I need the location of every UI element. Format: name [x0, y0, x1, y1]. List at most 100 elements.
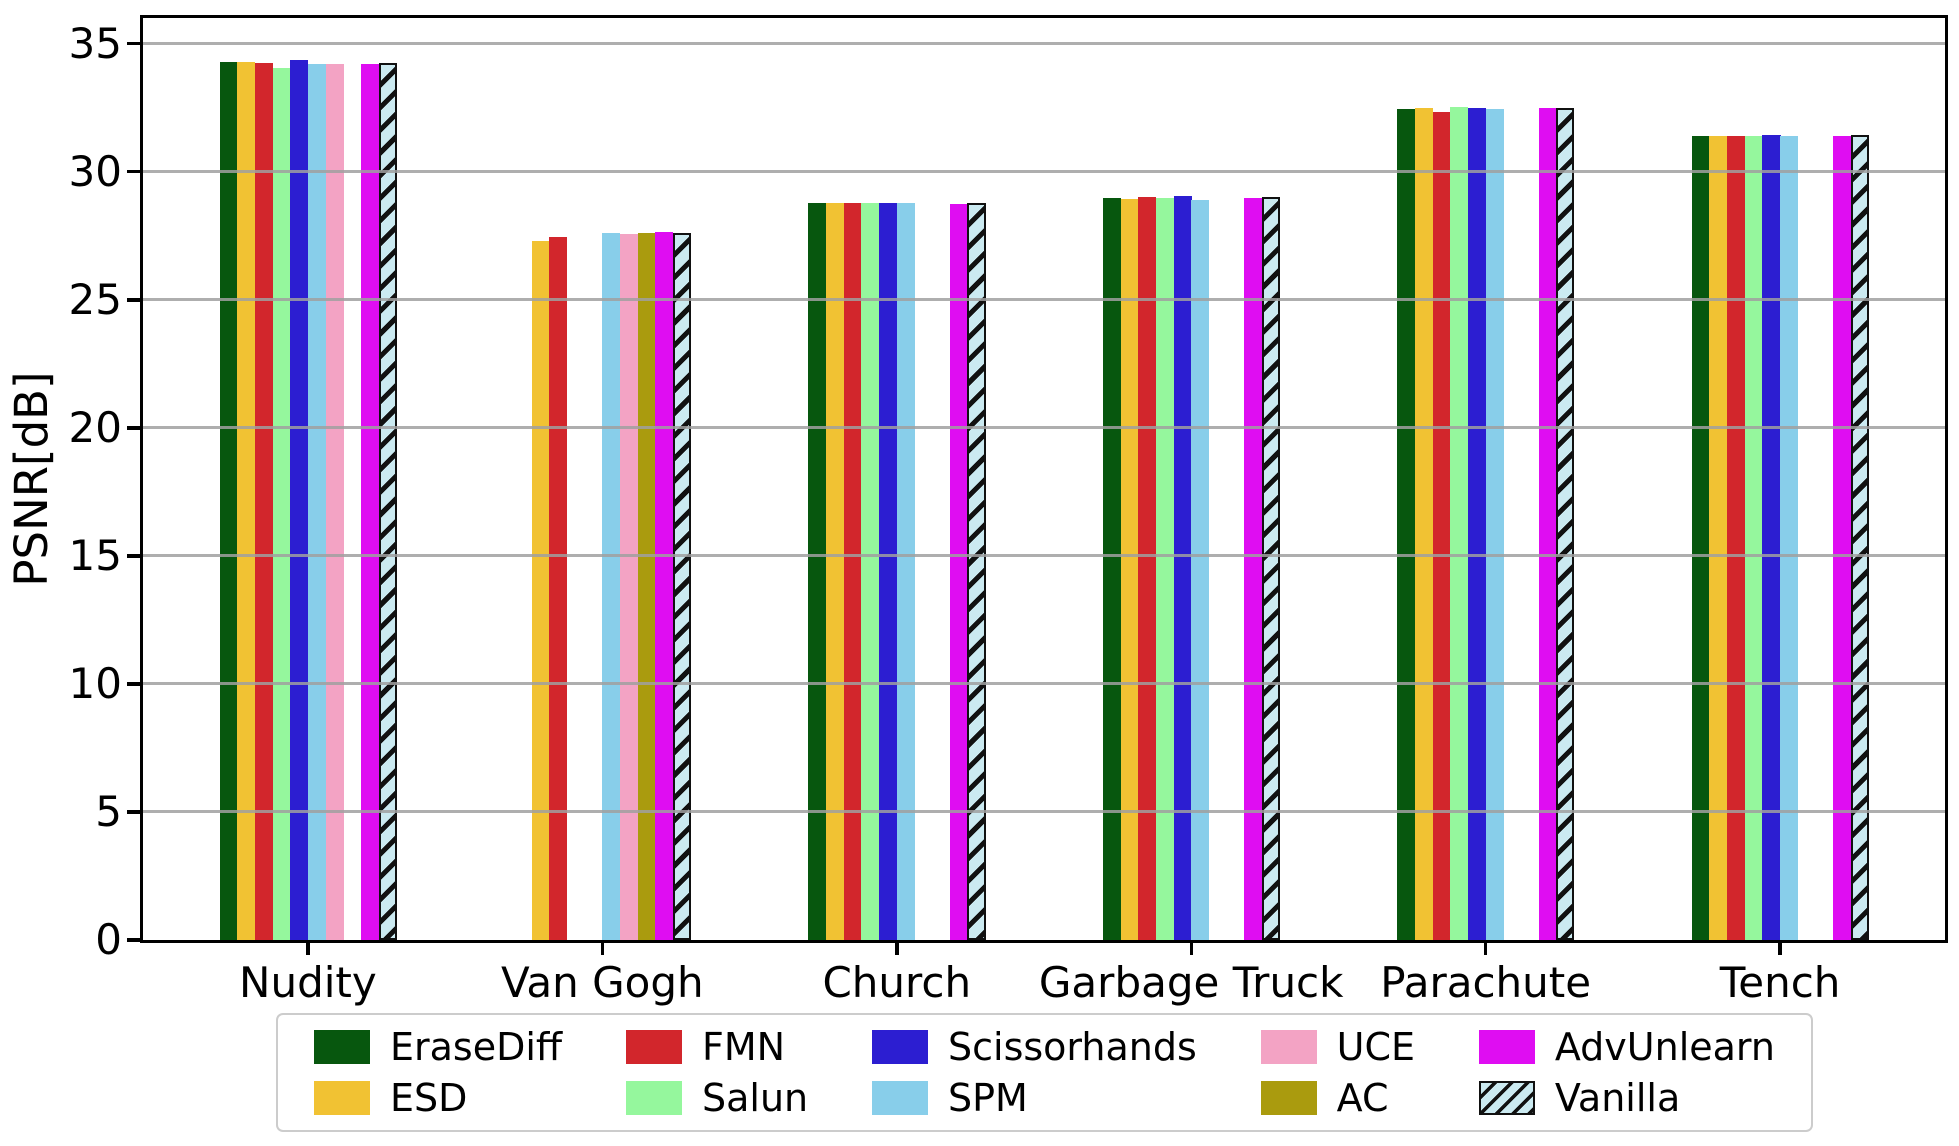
y-axis-title: PSNR[dB]: [5, 371, 58, 587]
gridline-y-10: [143, 682, 1945, 686]
bar-salun-nudity: [272, 67, 291, 940]
bar-salun-parachute: [1450, 107, 1469, 940]
y-tick-mark-25: [127, 298, 140, 302]
y-tick-mark-20: [127, 426, 140, 430]
legend-label-vanilla: Vanilla: [1554, 1076, 1681, 1121]
gridline-y-35: [143, 42, 1945, 46]
bar-fmn-nudity: [254, 62, 273, 940]
bar-uce-van-gogh: [620, 234, 639, 940]
plot-area: [140, 15, 1948, 943]
bar-vanilla-garbage-truck: [1261, 197, 1280, 940]
y-tick-label-30: 30: [68, 146, 122, 196]
legend-swatch-uce: [1260, 1029, 1317, 1064]
gridline-y-5: [143, 810, 1945, 814]
legend-item-esd: ESD: [314, 1076, 562, 1120]
bar-erasediff-garbage-truck: [1102, 198, 1121, 940]
bar-erasediff-tench: [1691, 135, 1710, 940]
bar-spm-church: [896, 202, 915, 940]
x-tick-mark-3: [1189, 942, 1193, 955]
bar-erasediff-parachute: [1397, 108, 1416, 940]
legend-item-advunlearn: AdvUnlearn: [1478, 1024, 1775, 1069]
x-axis-category-label: Church: [822, 958, 972, 1007]
x-tick-mark-0: [306, 942, 310, 955]
bar-salun-church: [861, 203, 880, 940]
bar-esd-garbage-truck: [1120, 199, 1139, 940]
y-tick-mark-30: [127, 169, 140, 174]
bar-esd-parachute: [1415, 107, 1434, 940]
bar-salun-tench: [1744, 135, 1763, 940]
bar-uce-nudity: [325, 64, 344, 940]
x-axis-category-label: Parachute: [1380, 958, 1592, 1007]
legend-swatch-esd: [314, 1081, 370, 1116]
gridline-y-20: [143, 426, 1945, 430]
x-axis-category-label: Tench: [1719, 958, 1841, 1007]
legend-swatch-scissorhands: [872, 1029, 928, 1064]
bar-vanilla-church: [967, 203, 986, 940]
legend-label-fmn: FMN: [701, 1024, 786, 1069]
y-tick-label-10: 10: [68, 658, 122, 708]
y-tick-label-5: 5: [95, 786, 122, 836]
legend: EraseDiff ESD FMN Salun Scissorhands SPM UCE AC…: [276, 1013, 1813, 1132]
bar-spm-tench: [1780, 135, 1799, 940]
bar-salun-garbage-truck: [1155, 198, 1174, 940]
legend-swatch-spm: [872, 1081, 928, 1116]
legend-label-erasediff: EraseDiff: [390, 1024, 563, 1069]
legend-label-advunlearn: AdvUnlearn: [1554, 1024, 1775, 1069]
y-tick-label-20: 20: [68, 402, 122, 452]
bar-advunlearn-garbage-truck: [1244, 198, 1263, 940]
bar-ac-van-gogh: [637, 233, 656, 940]
legend-label-esd: ESD: [390, 1076, 468, 1121]
legend-item-scissorhands: Scissorhands: [872, 1025, 1197, 1069]
x-tick-mark-1: [600, 942, 605, 955]
x-tick-mark-5: [1778, 942, 1782, 955]
bar-erasediff-church: [808, 203, 827, 940]
legend-swatch-vanilla: [1478, 1081, 1535, 1116]
legend-swatch-ac: [1260, 1081, 1317, 1116]
bar-esd-nudity: [237, 62, 256, 940]
y-tick-mark-10: [127, 682, 140, 686]
legend-swatch-salun: [625, 1081, 682, 1116]
bar-fmn-church: [843, 203, 862, 940]
bar-vanilla-nudity: [378, 62, 397, 940]
bar-fmn-parachute: [1432, 112, 1451, 940]
legend-swatch-fmn: [625, 1029, 682, 1064]
legend-label-uce: UCE: [1336, 1024, 1415, 1069]
legend-label-ac: AC: [1336, 1076, 1389, 1121]
x-tick-mark-4: [1483, 942, 1488, 955]
legend-item-ac: AC: [1260, 1076, 1415, 1121]
bar-fmn-tench: [1727, 135, 1746, 940]
bar-scissorhands-tench: [1762, 135, 1781, 940]
bar-spm-garbage-truck: [1191, 199, 1210, 940]
legend-item-salun: Salun: [625, 1076, 809, 1121]
bar-vanilla-parachute: [1556, 107, 1575, 940]
bar-esd-tench: [1709, 135, 1728, 940]
gridline-y-30: [143, 170, 1945, 174]
bar-advunlearn-van-gogh: [655, 232, 674, 940]
bar-scissorhands-parachute: [1468, 108, 1487, 940]
bar-advunlearn-tench: [1833, 135, 1852, 940]
legend-label-salun: Salun: [701, 1076, 809, 1121]
y-tick-label-15: 15: [68, 530, 122, 580]
bar-esd-van-gogh: [531, 240, 550, 940]
y-tick-mark-0: [127, 938, 140, 942]
bar-scissorhands-nudity: [290, 60, 309, 940]
bar-scissorhands-garbage-truck: [1173, 196, 1192, 940]
bar-fmn-van-gogh: [549, 236, 568, 940]
x-axis-category-label: Van Gogh: [500, 958, 704, 1007]
y-tick-label-25: 25: [68, 274, 122, 324]
y-tick-label-0: 0: [95, 915, 122, 964]
bar-fmn-garbage-truck: [1138, 197, 1157, 940]
y-tick-mark-5: [127, 810, 140, 814]
legend-swatch-advunlearn: [1478, 1029, 1535, 1064]
legend-item-uce: UCE: [1260, 1024, 1415, 1069]
gridline-y-15: [143, 554, 1945, 558]
legend-item-spm: SPM: [872, 1076, 1197, 1120]
bar-advunlearn-nudity: [360, 63, 379, 940]
x-tick-mark-2: [895, 942, 899, 955]
bar-spm-parachute: [1485, 108, 1504, 940]
gridline-y-25: [143, 298, 1945, 302]
y-tick-label-35: 35: [68, 18, 122, 68]
bar-vanilla-tench: [1850, 135, 1869, 940]
legend-label-scissorhands: Scissorhands: [948, 1024, 1197, 1069]
